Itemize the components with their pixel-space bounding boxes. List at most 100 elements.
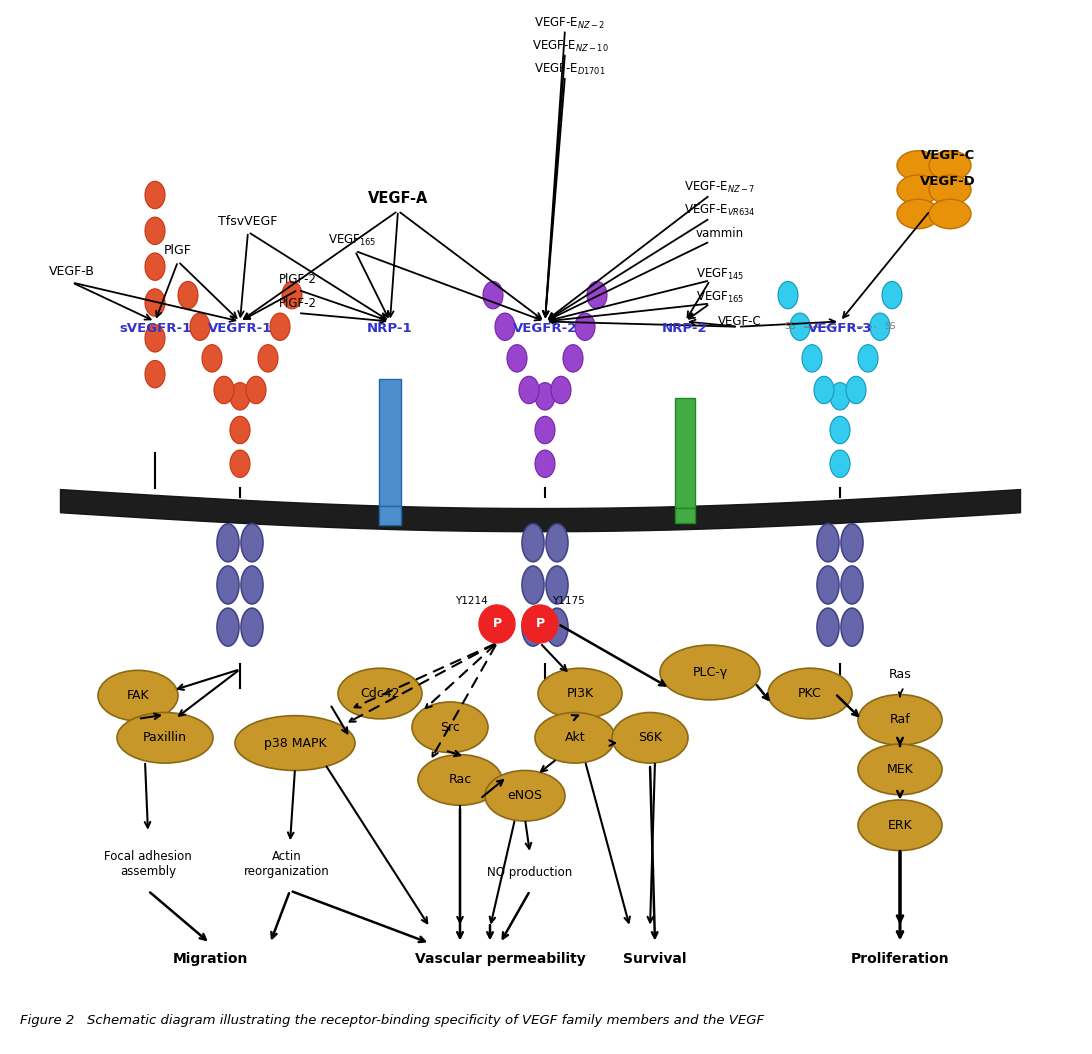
- Ellipse shape: [98, 670, 178, 721]
- Ellipse shape: [841, 608, 863, 646]
- Ellipse shape: [929, 151, 971, 180]
- Ellipse shape: [483, 281, 503, 309]
- Bar: [675, 508, 695, 523]
- Text: VEGF-D: VEGF-D: [921, 175, 976, 188]
- Text: VEGF-E$_{NZ-2}$: VEGF-E$_{NZ-2}$: [534, 16, 606, 31]
- Ellipse shape: [778, 281, 798, 309]
- Text: Ras: Ras: [889, 668, 912, 681]
- Ellipse shape: [145, 325, 165, 352]
- Text: PLC-γ: PLC-γ: [692, 666, 727, 679]
- Text: VEGF-E$_{VR634}$: VEGF-E$_{VR634}$: [685, 203, 756, 218]
- Text: VEGF-C: VEGF-C: [719, 315, 762, 328]
- Ellipse shape: [802, 345, 822, 372]
- Ellipse shape: [929, 175, 971, 204]
- Ellipse shape: [241, 608, 263, 646]
- Ellipse shape: [768, 668, 852, 719]
- Ellipse shape: [817, 566, 839, 604]
- Text: NRP-2: NRP-2: [662, 323, 708, 335]
- Ellipse shape: [882, 281, 902, 309]
- Ellipse shape: [897, 199, 939, 229]
- Text: NO production: NO production: [487, 866, 572, 879]
- Ellipse shape: [522, 566, 544, 604]
- Ellipse shape: [145, 181, 165, 209]
- Ellipse shape: [282, 281, 302, 309]
- Text: PlGF-2: PlGF-2: [278, 273, 317, 286]
- Text: sVEGFR-1: sVEGFR-1: [119, 323, 191, 335]
- Text: Y1214: Y1214: [454, 596, 487, 606]
- Ellipse shape: [841, 524, 863, 562]
- Text: S6K: S6K: [638, 731, 662, 744]
- Ellipse shape: [241, 524, 263, 562]
- Ellipse shape: [145, 217, 165, 245]
- Ellipse shape: [145, 253, 165, 280]
- Text: Actin
reorganization: Actin reorganization: [245, 851, 330, 878]
- Text: p38 MAPK: p38 MAPK: [263, 737, 327, 749]
- Text: FAK: FAK: [127, 689, 150, 702]
- Ellipse shape: [178, 281, 198, 309]
- Ellipse shape: [145, 289, 165, 316]
- Ellipse shape: [217, 524, 239, 562]
- Ellipse shape: [217, 608, 239, 646]
- Text: P: P: [492, 618, 501, 630]
- Bar: [675, 398, 695, 508]
- Ellipse shape: [270, 313, 290, 340]
- Text: VEGFR-3: VEGFR-3: [808, 323, 873, 335]
- Ellipse shape: [202, 345, 222, 372]
- Ellipse shape: [846, 376, 866, 404]
- Text: VEGF-E$_{NZ-10}$: VEGF-E$_{NZ-10}$: [532, 39, 608, 54]
- Text: VEGF$_{145}$: VEGF$_{145}$: [696, 267, 745, 281]
- Text: PKC: PKC: [798, 687, 822, 700]
- Bar: [379, 379, 401, 506]
- Text: ERK: ERK: [888, 819, 913, 832]
- Ellipse shape: [519, 376, 539, 404]
- Ellipse shape: [522, 608, 544, 646]
- Ellipse shape: [230, 383, 250, 410]
- Ellipse shape: [507, 345, 527, 372]
- Ellipse shape: [587, 281, 607, 309]
- Ellipse shape: [790, 313, 810, 340]
- Ellipse shape: [830, 416, 850, 444]
- Text: VEGFR-2: VEGFR-2: [513, 323, 578, 335]
- Ellipse shape: [522, 524, 544, 562]
- Circle shape: [522, 605, 558, 643]
- Ellipse shape: [258, 345, 278, 372]
- Ellipse shape: [830, 383, 850, 410]
- Text: Raf: Raf: [890, 714, 911, 726]
- Ellipse shape: [418, 755, 502, 805]
- Text: Akt: Akt: [565, 731, 585, 744]
- Ellipse shape: [817, 608, 839, 646]
- Text: Src: Src: [440, 721, 460, 734]
- Ellipse shape: [546, 608, 568, 646]
- Text: VEGF-C: VEGF-C: [921, 150, 975, 162]
- Ellipse shape: [858, 744, 942, 795]
- Text: Paxillin: Paxillin: [143, 731, 187, 744]
- Ellipse shape: [612, 713, 688, 763]
- Text: Migration: Migration: [173, 952, 248, 967]
- Text: VEGF-B: VEGF-B: [49, 266, 95, 278]
- Ellipse shape: [495, 313, 515, 340]
- Ellipse shape: [485, 770, 565, 821]
- Text: MEK: MEK: [887, 763, 913, 776]
- Ellipse shape: [870, 313, 890, 340]
- Ellipse shape: [660, 645, 760, 700]
- Text: VEGFR-1: VEGFR-1: [207, 323, 272, 335]
- Text: Rac: Rac: [449, 774, 472, 786]
- Text: Proliferation: Proliferation: [851, 952, 949, 967]
- Text: VEGF-E$_{NZ-7}$: VEGF-E$_{NZ-7}$: [685, 180, 756, 195]
- Ellipse shape: [535, 450, 555, 477]
- Ellipse shape: [230, 416, 250, 444]
- Ellipse shape: [929, 199, 971, 229]
- Circle shape: [479, 605, 515, 643]
- Ellipse shape: [412, 702, 488, 753]
- Text: Y1175: Y1175: [551, 596, 584, 606]
- Ellipse shape: [145, 360, 165, 388]
- Text: vammin: vammin: [696, 228, 744, 240]
- Text: VEGF$_{165}$: VEGF$_{165}$: [328, 233, 377, 248]
- Text: Survival: Survival: [624, 952, 687, 967]
- Ellipse shape: [814, 376, 834, 404]
- Text: SS: SS: [784, 323, 796, 331]
- Ellipse shape: [339, 668, 422, 719]
- Ellipse shape: [241, 566, 263, 604]
- Ellipse shape: [214, 376, 234, 404]
- Ellipse shape: [841, 566, 863, 604]
